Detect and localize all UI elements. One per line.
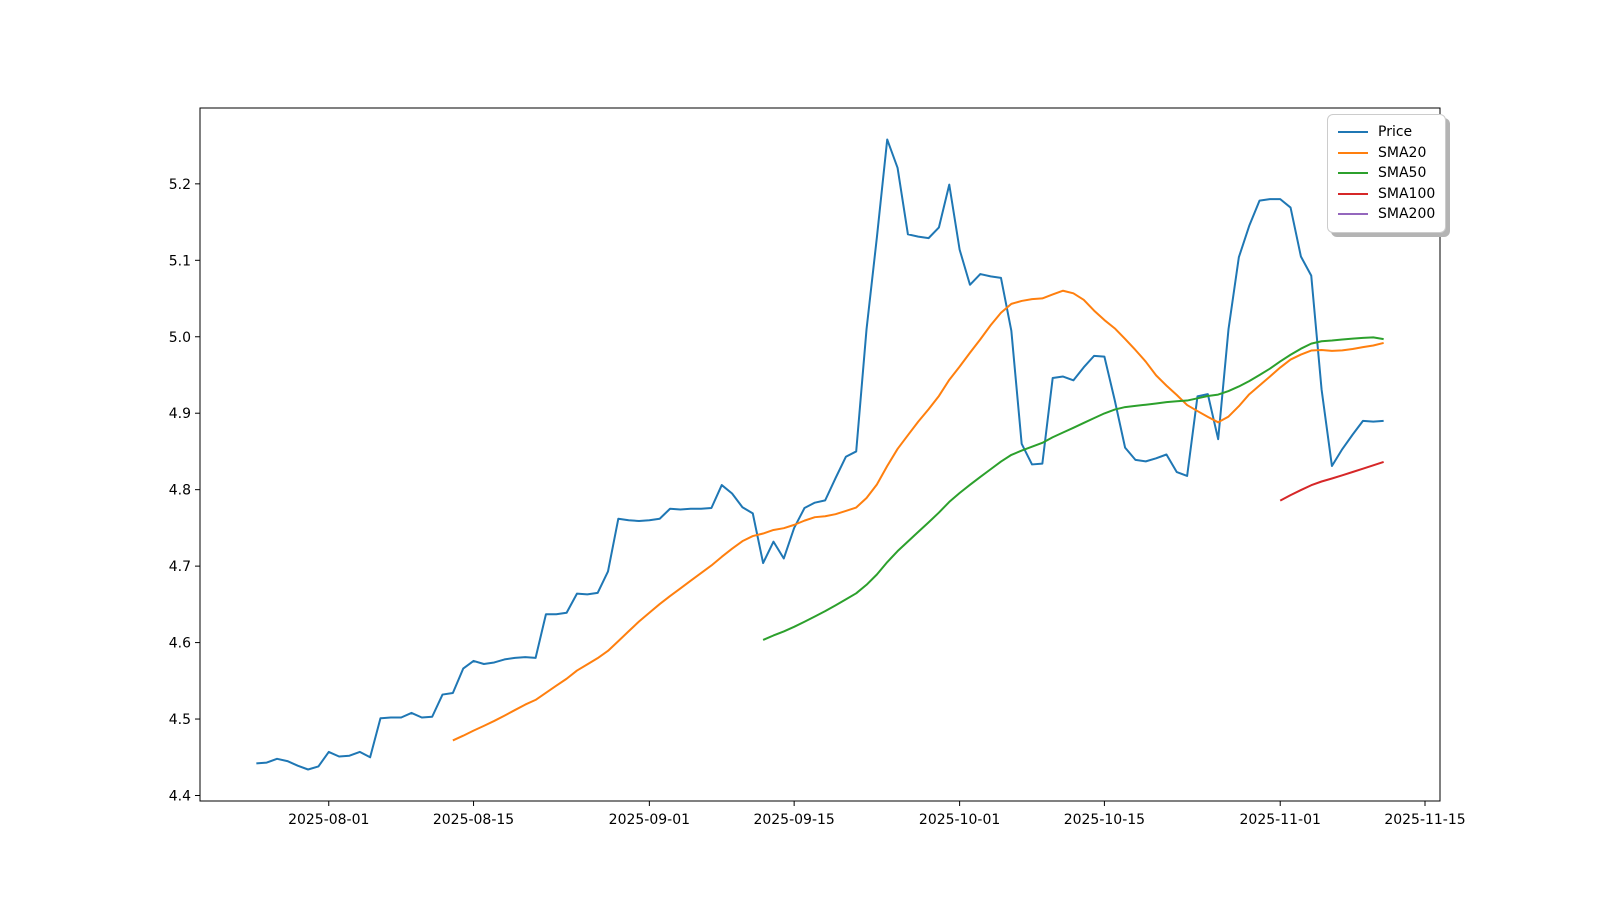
sma20-line-sample — [1338, 151, 1368, 154]
x-tick-label: 2025-08-01 — [288, 812, 369, 828]
legend-item-price: Price — [1338, 122, 1435, 143]
x-tick-label: 2025-10-01 — [919, 812, 1000, 828]
y-tick-label: 4.7 — [169, 559, 191, 575]
y-tick-label: 4.9 — [169, 406, 191, 422]
legend-label: SMA200 — [1378, 206, 1436, 222]
y-tick-label: 4.8 — [169, 483, 191, 499]
y-tick-label: 4.5 — [169, 712, 191, 728]
legend-item-sma200: SMA200 — [1338, 204, 1435, 225]
price-line-sample — [1338, 131, 1368, 134]
sma20-line — [452, 289, 1384, 742]
sma100-line — [1279, 461, 1384, 502]
x-tick-label: 2025-09-01 — [609, 812, 690, 828]
y-tick-label: 4.4 — [169, 788, 191, 804]
price-line — [256, 138, 1384, 771]
sma50-line-sample — [1338, 172, 1368, 175]
x-tick-label: 2025-11-15 — [1384, 812, 1465, 828]
y-tick-label: 5.2 — [169, 177, 191, 193]
legend-label: SMA100 — [1378, 185, 1436, 202]
x-tick-label: 2025-08-15 — [433, 812, 514, 828]
legend-label: Price — [1378, 124, 1413, 140]
legend-item-sma100: SMA100 — [1338, 184, 1435, 205]
x-tick-label: 2025-09-15 — [753, 812, 834, 828]
legend: Price SMA20 SMA50 SMA100 SMA200 — [1327, 114, 1447, 233]
sma100-line-sample — [1338, 192, 1368, 195]
y-tick-label: 5.1 — [169, 253, 191, 269]
y-tick-label: 5.0 — [169, 330, 191, 346]
axes-frame — [199, 107, 1441, 802]
legend-item-sma20: SMA20 — [1338, 143, 1435, 164]
x-tick-label: 2025-11-01 — [1240, 812, 1321, 828]
sma200-line-sample — [1338, 213, 1368, 216]
y-tick-label: 4.6 — [169, 636, 191, 652]
legend-label: SMA50 — [1378, 165, 1427, 181]
x-tick-label: 2025-10-15 — [1064, 812, 1145, 828]
legend-item-sma50: SMA50 — [1338, 163, 1435, 184]
legend-label: SMA20 — [1378, 144, 1427, 161]
sma50-line — [762, 336, 1384, 641]
